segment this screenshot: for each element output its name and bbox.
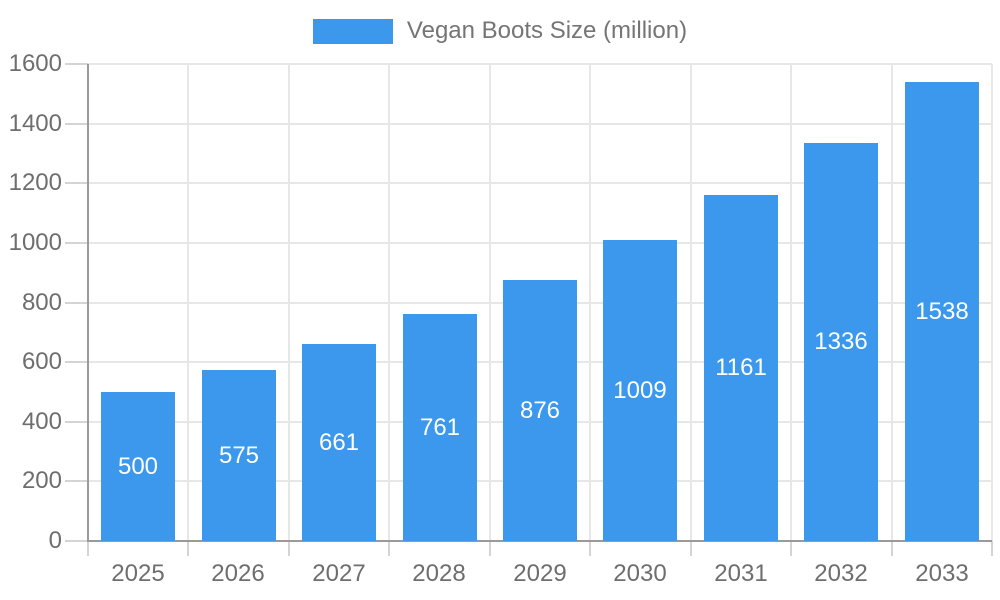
x-tick-1 — [187, 541, 190, 556]
legend-swatch-icon — [312, 18, 393, 44]
bar-2032[interactable]: 1336 — [804, 143, 878, 541]
v-gridline-1 — [187, 64, 190, 541]
x-tick-0 — [87, 541, 89, 556]
x-axis-label-2029: 2029 — [513, 560, 567, 587]
y-axis-line — [87, 64, 89, 541]
bar-2025[interactable]: 500 — [101, 392, 175, 541]
x-tick-8 — [890, 541, 893, 556]
v-gridline-3 — [388, 64, 391, 541]
bar-2027[interactable]: 661 — [302, 344, 376, 541]
y-tick-400 — [65, 420, 88, 423]
y-tick-1400 — [65, 122, 88, 125]
x-axis-line — [87, 540, 992, 542]
y-axis-label-600: 600 — [21, 348, 62, 376]
bar-value-label-2033: 1538 — [915, 297, 969, 325]
v-gridline-9 — [991, 64, 993, 541]
y-tick-800 — [65, 301, 88, 304]
x-axis-label-2031: 2031 — [714, 560, 768, 587]
bar-value-label-2031: 1161 — [715, 354, 767, 381]
h-gridline-1000 — [88, 241, 992, 244]
bar-2028[interactable]: 761 — [403, 314, 477, 541]
x-axis-label-2027: 2027 — [312, 560, 366, 587]
y-axis-label-800: 800 — [21, 288, 62, 316]
h-gridline-1600 — [88, 63, 992, 65]
bar-value-label-2027: 661 — [318, 428, 360, 456]
v-gridline-8 — [890, 64, 893, 541]
bar-value-label-2030: 1009 — [613, 376, 667, 404]
x-axis-label-2026: 2026 — [211, 560, 265, 587]
x-axis-label-2025: 2025 — [111, 560, 165, 587]
v-gridline-6 — [689, 64, 692, 541]
y-tick-1000 — [65, 241, 88, 244]
x-tick-7 — [790, 541, 793, 556]
bar-2026[interactable]: 575 — [202, 370, 276, 541]
y-axis-label-1600: 1600 — [8, 50, 62, 77]
bar-2031[interactable]: 1161 — [704, 195, 778, 541]
y-tick-600 — [65, 361, 88, 364]
x-tick-2 — [287, 541, 290, 556]
bar-2033[interactable]: 1538 — [905, 82, 979, 541]
bar-value-label-2032: 1336 — [814, 328, 868, 355]
y-tick-0 — [65, 540, 88, 542]
y-axis-label-1000: 1000 — [8, 228, 62, 256]
bar-2029[interactable]: 876 — [503, 280, 577, 541]
bar-value-label-2026: 575 — [218, 441, 260, 469]
y-axis-label-1400: 1400 — [8, 109, 62, 137]
x-tick-4 — [488, 541, 491, 556]
y-axis-label-1200: 1200 — [8, 169, 62, 197]
bar-value-label-2029: 876 — [519, 396, 561, 424]
x-tick-9 — [991, 541, 993, 556]
v-gridline-5 — [589, 64, 592, 541]
x-axis-label-2032: 2032 — [814, 560, 868, 587]
bar-2030[interactable]: 1009 — [603, 240, 677, 541]
chart-legend: Vegan Boots Size (million) — [0, 17, 1000, 45]
v-gridline-7 — [790, 64, 793, 541]
y-axis-label-0: 0 — [48, 527, 62, 554]
v-gridline-2 — [287, 64, 290, 541]
legend-label: Vegan Boots Size (million) — [406, 17, 688, 44]
x-tick-5 — [589, 541, 592, 556]
bar-value-label-2025: 500 — [117, 452, 159, 480]
x-tick-3 — [388, 541, 391, 556]
h-gridline-1200 — [88, 182, 992, 185]
h-gridline-1400 — [88, 122, 992, 125]
y-axis-label-400: 400 — [21, 407, 62, 435]
y-tick-1200 — [65, 182, 88, 185]
x-axis-label-2028: 2028 — [412, 560, 466, 587]
y-tick-200 — [65, 480, 88, 483]
bar-value-label-2028: 761 — [419, 413, 461, 441]
y-axis-label-200: 200 — [21, 467, 62, 495]
x-axis-label-2030: 2030 — [613, 560, 667, 587]
legend-item[interactable]: Vegan Boots Size (million) — [312, 17, 688, 45]
x-axis-label-2033: 2033 — [915, 560, 969, 587]
x-tick-6 — [689, 541, 692, 556]
v-gridline-4 — [488, 64, 491, 541]
y-tick-1600 — [65, 63, 88, 65]
